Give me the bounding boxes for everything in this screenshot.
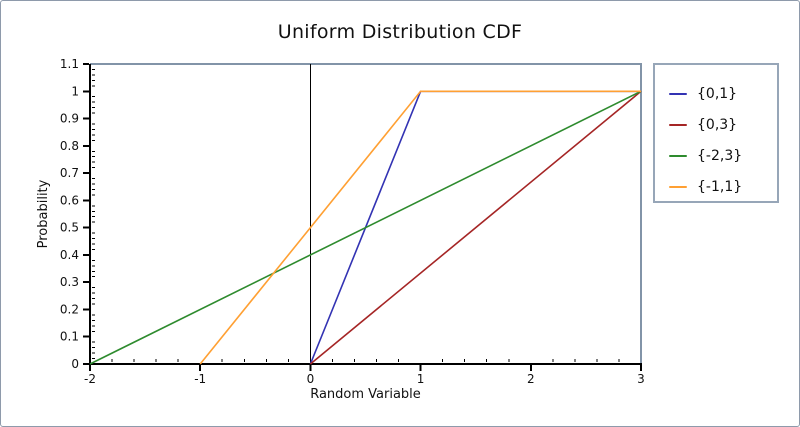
x-tick-label: -1 — [194, 372, 206, 386]
y-tick-label: 1.1 — [60, 57, 79, 71]
y-tick-label: 0.5 — [60, 221, 79, 235]
plot-frame — [90, 63, 642, 364]
series-line-1 — [309, 90, 642, 365]
y-tick-label: 0.8 — [60, 139, 79, 153]
legend-label: {-2,3} — [697, 147, 743, 164]
y-tick-label: 0.2 — [60, 303, 79, 317]
y-tick-label: 0 — [71, 357, 79, 371]
x-tick-label: 0 — [307, 372, 315, 386]
legend-item: {0,3} — [669, 109, 777, 140]
y-tick-label: 0.9 — [60, 112, 79, 126]
line-swatch-icon — [669, 185, 687, 188]
legend-label: {-1,1} — [697, 178, 743, 195]
x-tick-label: 3 — [637, 372, 645, 386]
line-swatch-icon — [669, 154, 687, 157]
y-tick-label: 0.6 — [60, 193, 79, 207]
x-axis-label: Random Variable — [310, 387, 421, 402]
line-swatch-icon — [669, 123, 687, 126]
legend: {0,1} {0,3} {-2,3} {-1,1} — [653, 63, 779, 203]
x-tick-label: 1 — [417, 372, 425, 386]
x-tick-label: 2 — [527, 372, 535, 386]
y-tick-label: 0.4 — [60, 248, 79, 262]
series-line-3 — [199, 90, 641, 365]
y-tick-label: 0.7 — [60, 166, 79, 180]
series-line-2 — [89, 90, 642, 365]
legend-item: {-2,3} — [669, 140, 777, 171]
line-swatch-icon — [669, 92, 687, 95]
legend-label: {0,1} — [697, 85, 738, 102]
y-tick-label: 1 — [71, 84, 79, 98]
x-tick-label: -2 — [84, 372, 96, 386]
y-tick-label: 0.1 — [60, 330, 79, 344]
chart-title: Uniform Distribution CDF — [277, 21, 523, 43]
y-axis-label: Probability — [36, 179, 51, 248]
legend-label: {0,3} — [697, 116, 738, 133]
legend-item: {-1,1} — [669, 171, 777, 202]
legend-item: {0,1} — [669, 78, 777, 109]
y-tick-label: 0.3 — [60, 275, 79, 289]
